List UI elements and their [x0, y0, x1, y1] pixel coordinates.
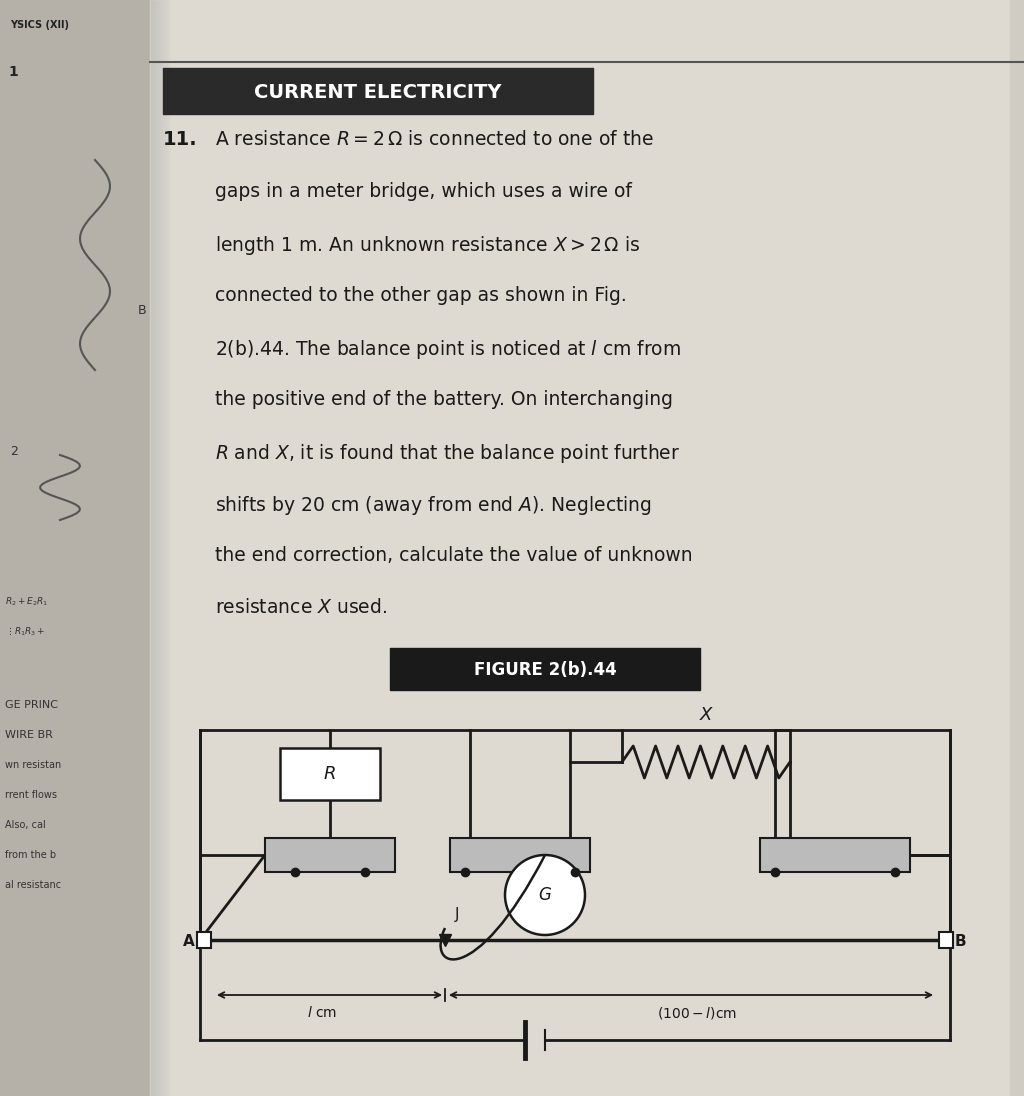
Text: $R$ and $X$, it is found that the balance point further: $R$ and $X$, it is found that the balanc…	[215, 442, 680, 465]
Text: YSICS (XII): YSICS (XII)	[10, 20, 69, 30]
Bar	[265, 838, 395, 872]
Text: G: G	[539, 886, 552, 904]
Text: rrent flows: rrent flows	[5, 790, 57, 800]
Text: from the b: from the b	[5, 850, 56, 860]
Text: $l$ cm: $l$ cm	[307, 1005, 338, 1020]
Text: al resistanc: al resistanc	[5, 880, 61, 890]
Bar	[939, 932, 953, 948]
Text: wn resistan: wn resistan	[5, 760, 61, 770]
Bar	[760, 838, 910, 872]
Text: A resistance $R = 2\,\Omega$ is connected to one of the: A resistance $R = 2\,\Omega$ is connecte…	[215, 130, 654, 149]
Text: Also, cal: Also, cal	[5, 820, 46, 830]
Text: FIGURE 2(b).44: FIGURE 2(b).44	[474, 661, 616, 680]
Bar	[450, 838, 590, 872]
Text: 2(b).44. The balance point is noticed at $l$ cm from: 2(b).44. The balance point is noticed at…	[215, 338, 681, 361]
Text: J: J	[455, 907, 460, 922]
Text: the positive end of the battery. On interchanging: the positive end of the battery. On inte…	[215, 390, 673, 409]
Text: 11.: 11.	[163, 130, 198, 149]
Text: gaps in a meter bridge, which uses a wire of: gaps in a meter bridge, which uses a wir…	[215, 182, 632, 201]
Text: resistance $X$ used.: resistance $X$ used.	[215, 598, 387, 617]
Text: B: B	[138, 304, 146, 317]
Text: $(100-l)$cm: $(100-l)$cm	[657, 1005, 737, 1021]
Text: R: R	[324, 765, 336, 783]
Text: $\vdots R_1R_3+$: $\vdots R_1R_3+$	[5, 625, 45, 638]
Text: X: X	[699, 706, 712, 724]
Text: 2: 2	[10, 445, 17, 458]
Bar	[197, 932, 211, 948]
Text: length 1 m. An unknown resistance $X > 2\,\Omega$ is: length 1 m. An unknown resistance $X > 2…	[215, 235, 640, 256]
Text: A: A	[183, 935, 195, 949]
Text: connected to the other gap as shown in Fig.: connected to the other gap as shown in F…	[215, 286, 627, 305]
Text: GE PRINC: GE PRINC	[5, 700, 58, 710]
Text: WIRE BR: WIRE BR	[5, 730, 53, 740]
Bar	[280, 747, 380, 800]
Text: $R_2+E_2R_1$: $R_2+E_2R_1$	[5, 595, 48, 607]
Text: B: B	[955, 935, 967, 949]
Text: the end correction, calculate the value of unknown: the end correction, calculate the value …	[215, 546, 692, 566]
Text: shifts by 20 cm (away from end $A$). Neglecting: shifts by 20 cm (away from end $A$). Neg…	[215, 494, 652, 517]
Circle shape	[505, 855, 585, 935]
Text: CURRENT ELECTRICITY: CURRENT ELECTRICITY	[254, 83, 502, 103]
Text: 1: 1	[8, 65, 17, 79]
